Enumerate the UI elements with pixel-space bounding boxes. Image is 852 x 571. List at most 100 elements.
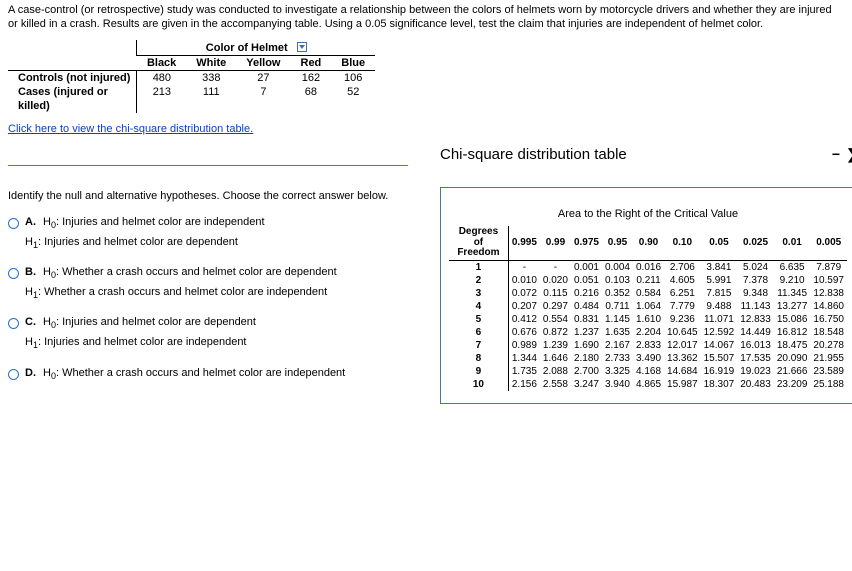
helmet-row-label: Controls (not injured) [8, 70, 137, 85]
helmet-cell: 27 [236, 70, 290, 85]
chi-cell: 0.554 [540, 313, 571, 326]
chi-cell: 6.251 [664, 287, 701, 300]
close-arrow-icon[interactable]: ❯ [846, 146, 852, 163]
chi-cell: 4.168 [633, 365, 664, 378]
chi-df-cell: 6 [449, 326, 508, 339]
helmet-col-header: Black [137, 55, 186, 70]
helmet-cell: 338 [186, 70, 236, 85]
chi-cell: 12.017 [664, 339, 701, 352]
helmet-cell: 68 [291, 85, 332, 99]
chi-cell: 0.207 [508, 300, 540, 313]
chi-cell: 21.955 [810, 352, 847, 365]
chi-cell: 0.072 [508, 287, 540, 300]
chi-alpha-header: 0.005 [810, 226, 847, 260]
chi-cell: 6.635 [774, 260, 811, 274]
chi-cell: 17.535 [737, 352, 774, 365]
radio-button[interactable] [8, 318, 19, 329]
chi-alpha-header: 0.95 [602, 226, 633, 260]
chi-cell: 12.833 [737, 313, 774, 326]
chi-cell: 20.483 [737, 378, 774, 391]
option-body: A. H0: Injuries and helmet color are ind… [25, 216, 265, 256]
dropdown-icon[interactable] [297, 42, 307, 52]
chi-cell: 2.180 [571, 352, 602, 365]
chi-cell: 0.412 [508, 313, 540, 326]
chi-cell: 12.838 [810, 287, 847, 300]
chi-cell: 1.735 [508, 365, 540, 378]
chi-df-cell: 9 [449, 365, 508, 378]
chi-cell: 7.378 [737, 274, 774, 287]
chi-cell: 25.188 [810, 378, 847, 391]
chi-cell: 7.815 [701, 287, 738, 300]
chi-cell: 10.597 [810, 274, 847, 287]
chi-df-header: Degreesof Freedom [449, 226, 508, 260]
chi-cell: 2.204 [633, 326, 664, 339]
chi-cell: 23.209 [774, 378, 811, 391]
problem-statement: A case-control (or retrospective) study … [0, 0, 852, 38]
helmet-cell: 162 [291, 70, 332, 85]
radio-button[interactable] [8, 268, 19, 279]
chi-cell: 0.051 [571, 274, 602, 287]
section-divider [8, 165, 408, 166]
chi-cell: 16.750 [810, 313, 847, 326]
chi-cell: 0.216 [571, 287, 602, 300]
helmet-cell: 213 [137, 85, 186, 99]
chi-cell: 15.507 [701, 352, 738, 365]
chi-cell: 4.605 [664, 274, 701, 287]
chi-cell: 16.919 [701, 365, 738, 378]
chi-cell: 0.584 [633, 287, 664, 300]
chi-df-cell: 10 [449, 378, 508, 391]
radio-button[interactable] [8, 369, 19, 380]
chi-square-table: Degreesof Freedom0.9950.990.9750.950.900… [449, 226, 847, 391]
chi-cell: 0.676 [508, 326, 540, 339]
chi-cell: 0.989 [508, 339, 540, 352]
chi-cell: 3.940 [602, 378, 633, 391]
chi-cell: 19.023 [737, 365, 774, 378]
chi-cell: - [540, 260, 571, 274]
chi-cell: 1.344 [508, 352, 540, 365]
chi-cell: 3.247 [571, 378, 602, 391]
chi-cell: 0.711 [602, 300, 633, 313]
chi-cell: 13.362 [664, 352, 701, 365]
chi-cell: 0.115 [540, 287, 571, 300]
chi-cell: 2.088 [540, 365, 571, 378]
chi-caption: Area to the Right of the Critical Value [449, 208, 847, 220]
chi-cell: 0.004 [602, 260, 633, 274]
chi-cell: 14.684 [664, 365, 701, 378]
chi-cell: 14.860 [810, 300, 847, 313]
chi-cell: 1.064 [633, 300, 664, 313]
chi-df-cell: 3 [449, 287, 508, 300]
chi-cell: 9.210 [774, 274, 811, 287]
chi-table-link[interactable]: Click here to view the chi-square distri… [0, 123, 261, 135]
radio-button[interactable] [8, 218, 19, 229]
chi-cell: 18.475 [774, 339, 811, 352]
chi-alpha-header: 0.99 [540, 226, 571, 260]
chi-cell: 1.145 [602, 313, 633, 326]
chi-cell: 2.706 [664, 260, 701, 274]
chi-cell: 2.156 [508, 378, 540, 391]
minimize-icon[interactable]: − [832, 146, 840, 162]
chi-cell: 13.277 [774, 300, 811, 313]
chi-df-cell: 8 [449, 352, 508, 365]
helmet-col-header: Blue [331, 55, 375, 70]
chi-cell: 3.325 [602, 365, 633, 378]
chi-cell: 1.690 [571, 339, 602, 352]
chi-cell: 0.016 [633, 260, 664, 274]
chi-cell: 0.297 [540, 300, 571, 313]
chi-cell: 21.666 [774, 365, 811, 378]
chi-cell: 0.211 [633, 274, 664, 287]
helmet-cell: 7 [236, 85, 290, 99]
chi-cell: 11.345 [774, 287, 811, 300]
chi-cell: 12.592 [701, 326, 738, 339]
chi-cell: 9.488 [701, 300, 738, 313]
chi-cell: 15.086 [774, 313, 811, 326]
chi-cell: 1.646 [540, 352, 571, 365]
chi-cell: 11.143 [737, 300, 774, 313]
chi-cell: 1.237 [571, 326, 602, 339]
chi-cell: 5.024 [737, 260, 774, 274]
chi-cell: 0.020 [540, 274, 571, 287]
helmet-cell: 480 [137, 70, 186, 85]
chi-cell: 0.103 [602, 274, 633, 287]
chi-cell: 16.812 [774, 326, 811, 339]
chi-cell: 7.779 [664, 300, 701, 313]
chi-cell: 3.490 [633, 352, 664, 365]
